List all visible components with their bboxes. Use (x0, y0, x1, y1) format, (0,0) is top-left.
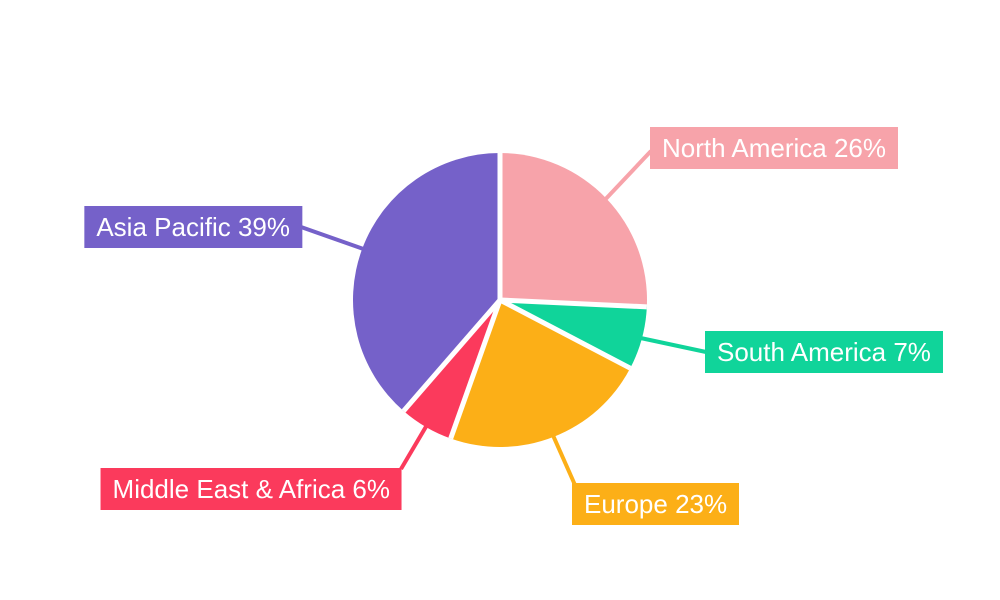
leader-line-north-america (603, 149, 653, 202)
leader-line-asia-pacific (300, 225, 365, 252)
leader-line-europe (551, 434, 577, 486)
slice-separator (498, 297, 632, 371)
pie-slice-asia-pacific[interactable] (353, 153, 500, 411)
slice-separator (401, 298, 502, 413)
pie-label-europe: Europe 23% (572, 483, 740, 525)
leader-line-south-america (639, 335, 707, 354)
pie-slice-europe[interactable] (450, 300, 631, 447)
pie-label-south-america: South America 7% (705, 331, 943, 373)
slice-separator (499, 297, 647, 310)
pie-label-middle-east-africa: Middle East & Africa 6% (100, 468, 402, 510)
pie-slice-middle-east-africa[interactable] (403, 300, 500, 439)
pie-label-north-america: North America 26% (650, 127, 898, 169)
pie-slice-north-america[interactable] (500, 153, 648, 307)
leader-line-middle-east-africa (399, 424, 429, 471)
slice-separator (448, 299, 503, 440)
pie-label-asia-pacific: Asia Pacific 39% (84, 206, 302, 248)
